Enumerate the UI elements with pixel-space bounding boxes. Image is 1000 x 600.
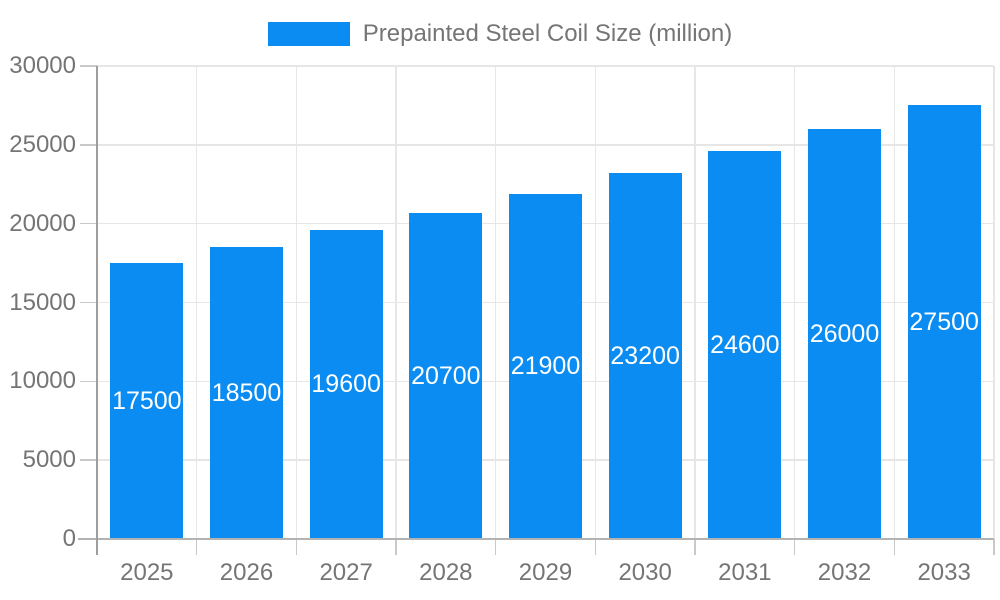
bar <box>409 212 483 539</box>
v-gridline <box>494 66 497 539</box>
x-tick-label: 2032 <box>817 559 872 586</box>
x-axis-tick <box>594 539 597 555</box>
x-tick-label: 2033 <box>917 559 971 586</box>
y-tick-label: 25000 <box>9 130 76 158</box>
bar <box>808 129 881 539</box>
y-axis-tick <box>80 65 97 67</box>
bar-value-label: 17500 <box>112 387 182 416</box>
bar <box>907 105 981 539</box>
y-axis-line <box>96 66 98 555</box>
y-axis-tick <box>80 380 97 383</box>
legend-swatch <box>267 22 350 46</box>
x-tick-label: 2027 <box>319 559 373 586</box>
y-tick-label: 5000 <box>22 446 76 474</box>
bar-value-label: 26000 <box>809 320 880 349</box>
x-axis-tick <box>893 539 896 555</box>
bar-value-label: 27500 <box>909 308 979 337</box>
x-tick-label: 2031 <box>718 559 772 586</box>
x-axis-tick <box>295 539 298 555</box>
bar-value-label: 24600 <box>710 331 780 360</box>
bar <box>309 229 383 539</box>
v-gridline <box>993 66 995 539</box>
bar <box>708 151 782 539</box>
bar <box>210 247 283 539</box>
bar <box>110 263 184 539</box>
y-tick-label: 30000 <box>9 52 76 79</box>
bar <box>509 193 582 539</box>
x-axis-line <box>78 538 994 540</box>
x-axis-tick <box>494 539 497 555</box>
y-axis-tick <box>80 222 97 225</box>
y-axis-tick <box>80 144 97 146</box>
bar-value-label: 21900 <box>510 352 581 381</box>
y-tick-label: 20000 <box>9 209 76 237</box>
x-tick-label: 2028 <box>419 559 473 586</box>
x-tick-label: 2026 <box>219 559 274 586</box>
bar-value-label: 18500 <box>211 379 282 408</box>
x-axis-tick <box>993 539 995 555</box>
bar-value-label: 19600 <box>311 370 381 399</box>
v-gridline <box>594 66 597 539</box>
v-gridline <box>893 66 896 539</box>
x-axis-tick <box>793 539 796 555</box>
v-gridline <box>195 66 198 539</box>
v-gridline <box>694 66 696 539</box>
bar-value-label: 20700 <box>411 361 481 390</box>
y-axis-tick <box>80 301 97 304</box>
x-axis-tick <box>694 539 696 555</box>
legend-label: Prepainted Steel Coil Size (million) <box>362 20 733 47</box>
y-axis-tick <box>80 459 97 461</box>
x-axis-tick <box>195 539 198 555</box>
v-gridline <box>793 66 796 539</box>
h-gridline <box>97 65 994 67</box>
x-axis-tick <box>395 539 397 555</box>
x-tick-label: 2030 <box>618 559 672 586</box>
h-gridline <box>97 144 994 146</box>
v-gridline <box>395 66 397 539</box>
x-tick-label: 2029 <box>518 559 573 586</box>
legend[interactable]: Prepainted Steel Coil Size (million) <box>0 22 1000 46</box>
y-tick-label: 10000 <box>9 367 76 395</box>
bar <box>608 173 682 539</box>
v-gridline <box>295 66 298 539</box>
y-tick-label: 0 <box>62 525 76 552</box>
bar-value-label: 23200 <box>610 342 680 371</box>
x-tick-label: 2025 <box>120 559 174 586</box>
y-tick-label: 15000 <box>9 288 76 316</box>
